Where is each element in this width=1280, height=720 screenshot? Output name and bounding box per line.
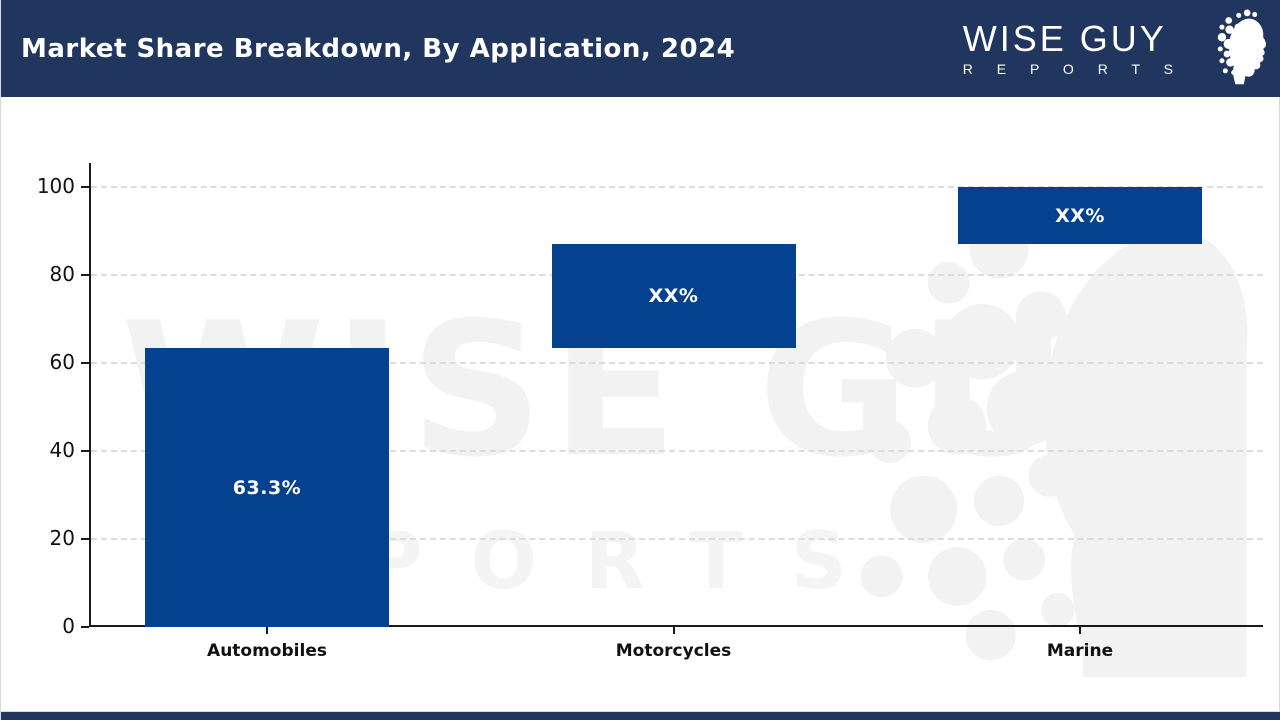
bar-value-label: 63.3% [232, 476, 302, 499]
logo-wordmark: WISE GUY [962, 17, 1167, 59]
category-label-marine: Marine [1046, 641, 1114, 661]
gridline-y100 [91, 186, 1263, 188]
y-tick-label: 20 [49, 526, 75, 550]
y-tick-mark [81, 626, 89, 628]
y-tick-label: 60 [49, 350, 75, 374]
page-title: Market Share Breakdown, By Application, … [21, 33, 736, 64]
gridline-y60 [91, 362, 1263, 364]
footer-bar [1, 712, 1280, 720]
footer-divider [1, 711, 1280, 712]
wise-guy-reports-logo: WISE GUY R E P O R T S [963, 5, 1280, 93]
y-tick-mark [81, 274, 89, 276]
y-tick-label: 40 [49, 438, 75, 462]
gridline-y40 [91, 450, 1263, 452]
bar-value-label: XX% [1055, 204, 1105, 227]
bar-value-label: XX% [648, 285, 699, 308]
category-label-automobiles: Automobiles [207, 641, 327, 661]
dotted-head-icon [1217, 9, 1266, 84]
y-tick-label: 80 [49, 262, 75, 286]
bar-automobiles: 63.3% [145, 348, 389, 627]
bar-marine: XX% [958, 187, 1202, 245]
x-tick-mark [266, 627, 268, 634]
y-tick-mark [81, 450, 89, 452]
y-tick-label: 0 [62, 614, 75, 638]
bar-motorcycles: XX% [551, 244, 796, 349]
y-tick-mark [81, 186, 89, 188]
logo-text: WISE GUY R E P O R T S [962, 17, 1183, 77]
logo-subtitle: R E P O R T S [962, 60, 1183, 77]
x-tick-mark [1079, 627, 1081, 634]
y-tick-label: 100 [36, 174, 75, 198]
y-tick-mark [81, 362, 89, 364]
plot-area: 0 20 40 60 80 100 63.3% Automobiles XX% Motorcycl… [37, 163, 1263, 661]
header-bar: Market Share Breakdown, By Application, … [1, 0, 1280, 97]
gridline-y20 [91, 538, 1263, 540]
category-label-motorcycles: Motorcycles [615, 641, 732, 661]
y-tick-mark [81, 538, 89, 540]
x-tick-mark [672, 627, 675, 634]
